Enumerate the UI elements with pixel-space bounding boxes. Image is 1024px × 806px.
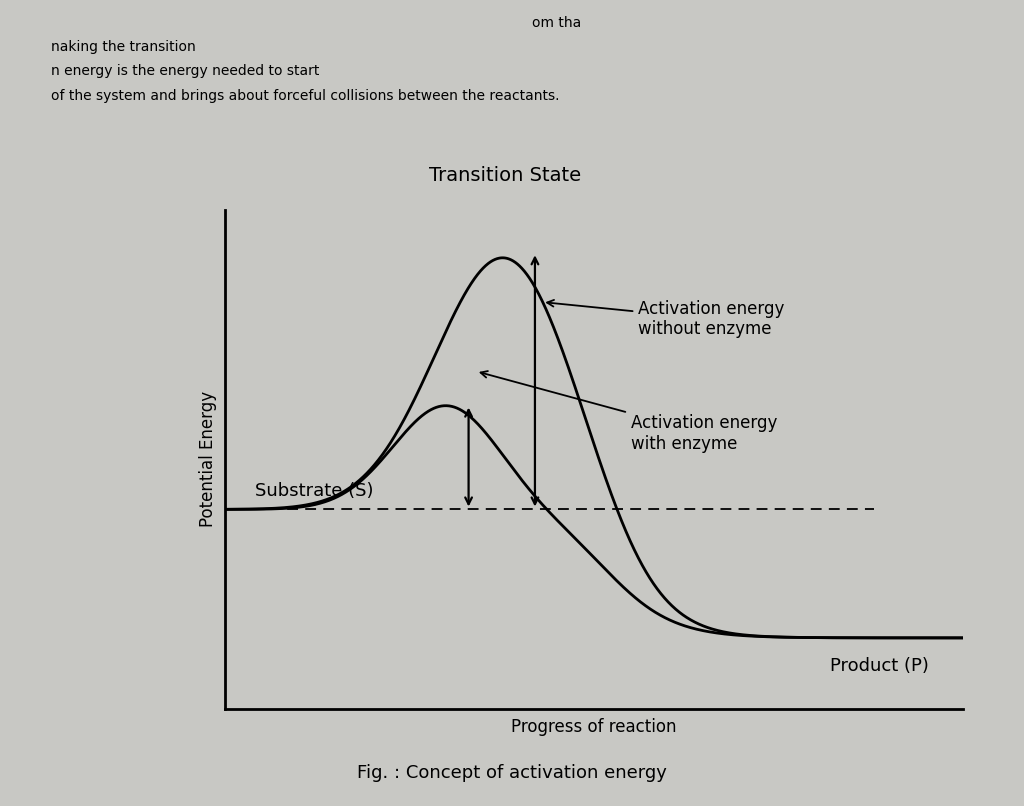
Text: Substrate (S): Substrate (S): [255, 482, 374, 500]
Text: Activation energy
without enzyme: Activation energy without enzyme: [547, 300, 784, 339]
Text: naking the transition: naking the transition: [51, 40, 196, 54]
Text: Transition State: Transition State: [429, 166, 582, 185]
Text: n energy is the energy needed to start: n energy is the energy needed to start: [51, 64, 319, 78]
Text: Product (P): Product (P): [829, 657, 929, 675]
Text: Fig. : Concept of activation energy: Fig. : Concept of activation energy: [357, 764, 667, 782]
X-axis label: Progress of reaction: Progress of reaction: [511, 717, 677, 736]
Y-axis label: Potential Energy: Potential Energy: [199, 392, 217, 527]
Text: om tha: om tha: [532, 16, 582, 30]
Text: Activation energy
with enzyme: Activation energy with enzyme: [480, 371, 777, 453]
Text: of the system and brings about forceful collisions between the reactants.: of the system and brings about forceful …: [51, 89, 560, 102]
